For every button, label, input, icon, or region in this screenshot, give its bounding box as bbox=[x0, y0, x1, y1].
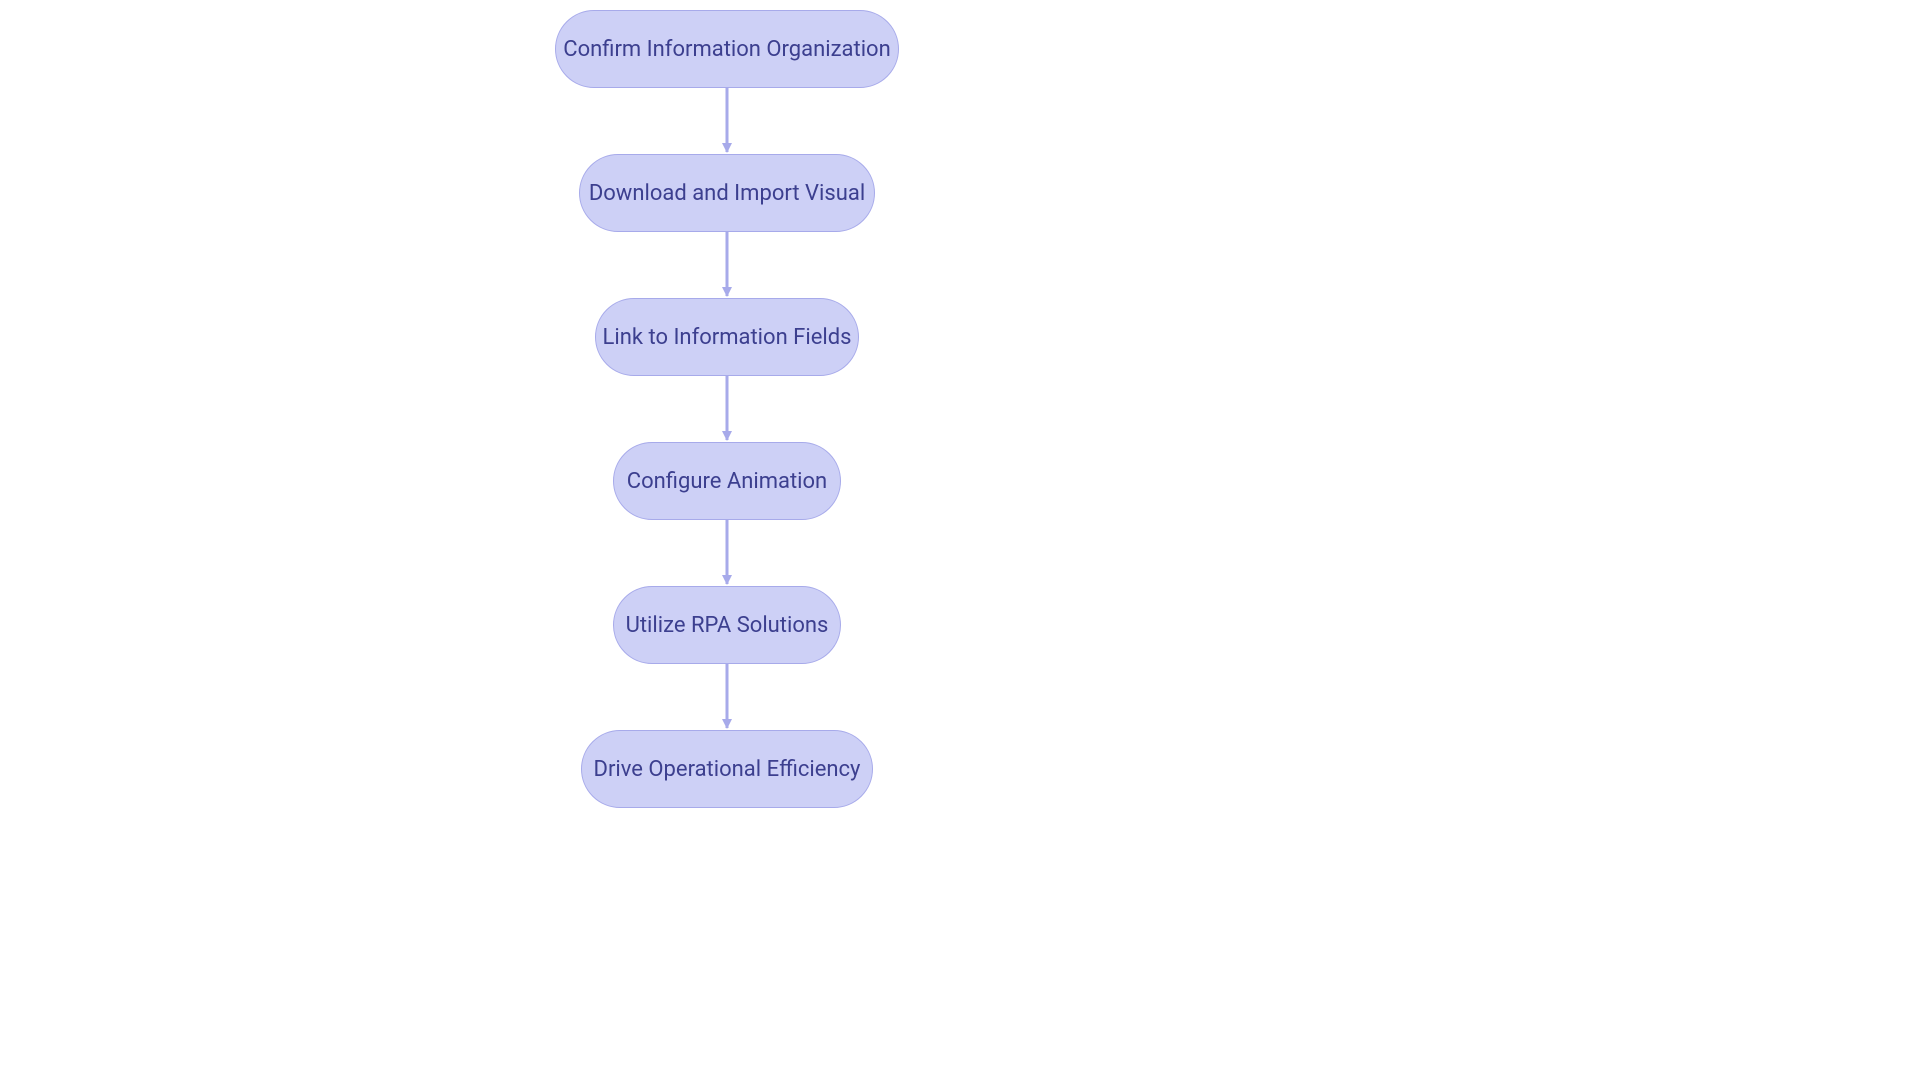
flowchart-node-label: Configure Animation bbox=[627, 469, 827, 494]
flowchart-node: Download and Import Visual bbox=[579, 154, 875, 232]
flowchart-node: Confirm Information Organization bbox=[555, 10, 899, 88]
flowchart-node-label: Download and Import Visual bbox=[589, 181, 865, 206]
flowchart-node: Utilize RPA Solutions bbox=[613, 586, 841, 664]
flowchart-edges bbox=[0, 0, 1920, 1083]
flowchart-node: Drive Operational Efficiency bbox=[581, 730, 873, 808]
flowchart-node-label: Drive Operational Efficiency bbox=[594, 757, 861, 782]
flowchart-node-label: Confirm Information Organization bbox=[563, 37, 891, 62]
flowchart-canvas: Confirm Information Organization Download… bbox=[0, 0, 1920, 1083]
flowchart-node: Configure Animation bbox=[613, 442, 841, 520]
flowchart-node: Link to Information Fields bbox=[595, 298, 859, 376]
flowchart-node-label: Link to Information Fields bbox=[603, 325, 852, 350]
flowchart-node-label: Utilize RPA Solutions bbox=[626, 613, 829, 638]
